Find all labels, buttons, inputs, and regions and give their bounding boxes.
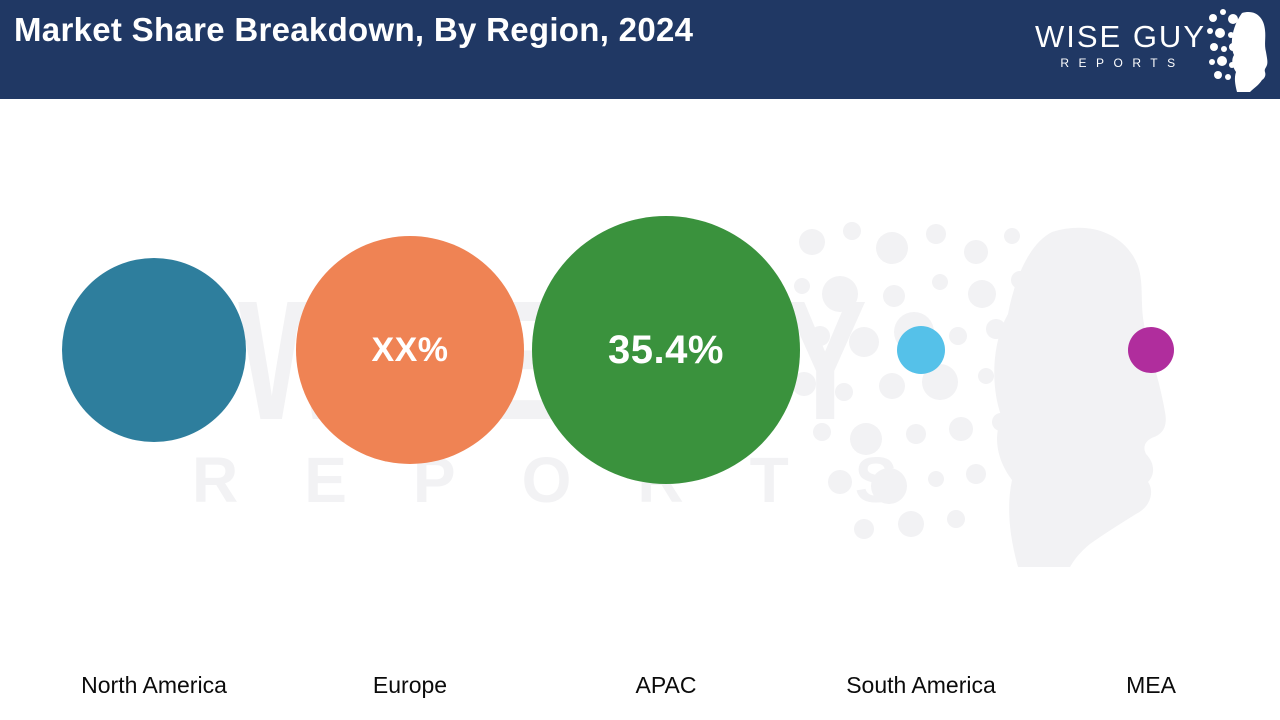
watermark-face-icon bbox=[792, 222, 1166, 567]
bubble-value-apac: 35.4% bbox=[608, 327, 724, 372]
bubble-north-america bbox=[62, 258, 246, 442]
bubble-mea bbox=[1128, 327, 1174, 373]
category-axis: North America Europe APAC South America … bbox=[0, 670, 1280, 704]
bubble-south-america bbox=[897, 326, 945, 374]
watermark-subtitle: REPORTS bbox=[192, 444, 964, 516]
bubble-value-europe: XX% bbox=[371, 330, 449, 369]
logo-name: WISE GUY bbox=[1034, 19, 1206, 54]
wiseguy-logo: WISE GUY REPORTS bbox=[1028, 8, 1268, 92]
bubble-europe: XX% bbox=[296, 236, 524, 464]
region-label-mea: MEA bbox=[1126, 672, 1176, 698]
region-label-europe: Europe bbox=[372, 672, 448, 698]
chart-title: Market Share Breakdown, By Region, 2024 bbox=[14, 11, 694, 48]
header-bar: Market Share Breakdown, By Region, 2024 … bbox=[0, 0, 1280, 99]
logo-wordmark: WISE GUY REPORTS bbox=[1034, 19, 1206, 71]
logo-face-icon bbox=[1207, 9, 1268, 92]
logo-subtitle: REPORTS bbox=[1060, 56, 1185, 71]
region-label-apac: APAC bbox=[635, 672, 697, 698]
bubble-apac: 35.4% bbox=[532, 216, 800, 484]
region-label-north-america: North America bbox=[81, 672, 227, 698]
region-label-south-america: South America bbox=[846, 672, 996, 698]
